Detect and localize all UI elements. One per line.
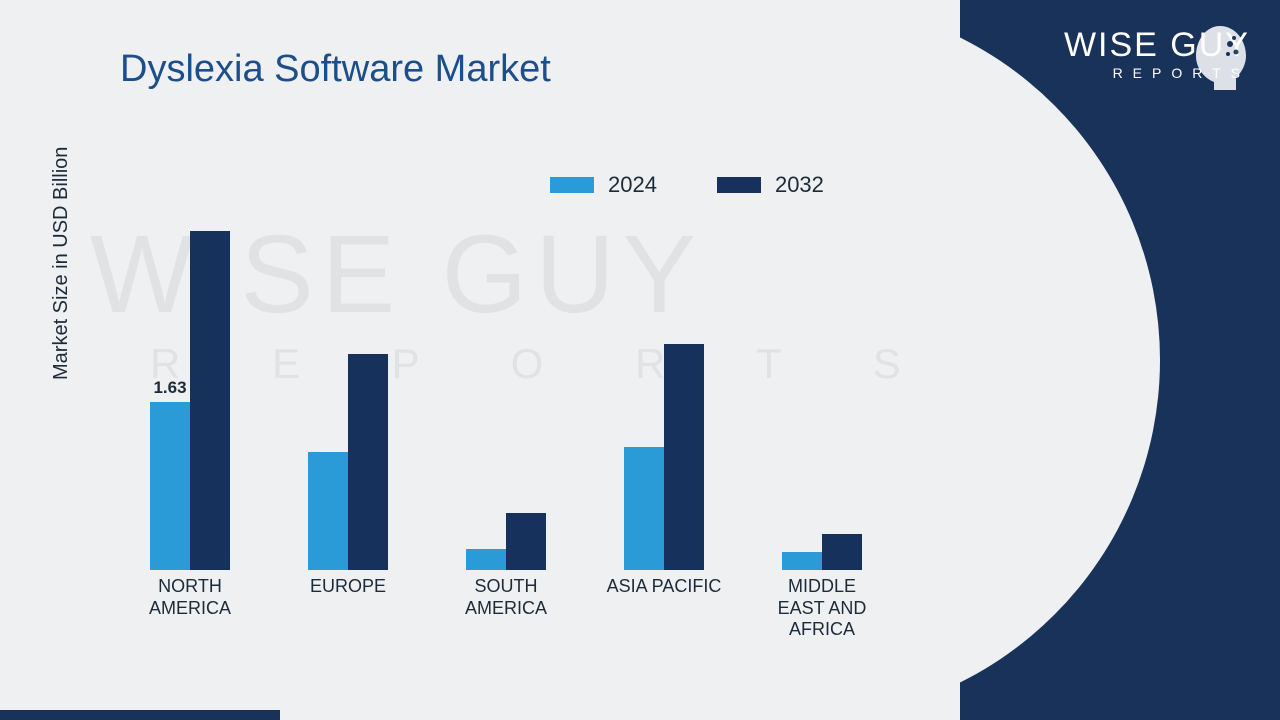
legend-item-2024: 2024 bbox=[550, 172, 657, 198]
x-axis-category-label: MIDDLE EAST AND AFRICA bbox=[762, 576, 882, 641]
bar-series-a bbox=[308, 452, 348, 570]
plot-region: 1.63 bbox=[130, 210, 920, 570]
head-silhouette-icon bbox=[1190, 24, 1250, 94]
brand-logo: WISE GUY REPORTS bbox=[1064, 28, 1250, 80]
legend-label: 2024 bbox=[608, 172, 657, 198]
legend: 2024 2032 bbox=[550, 172, 824, 198]
legend-swatch bbox=[550, 177, 594, 193]
x-axis-category-label: ASIA PACIFIC bbox=[604, 576, 724, 598]
bar-series-b bbox=[190, 231, 230, 570]
chart-area: Market Size in USD Billion 2024 2032 1.6… bbox=[90, 180, 920, 600]
x-axis-category-label: SOUTH AMERICA bbox=[446, 576, 566, 619]
bar-series-a bbox=[624, 447, 664, 570]
bar-series-b bbox=[822, 534, 862, 570]
x-axis-category-label: NORTH AMERICA bbox=[130, 576, 250, 619]
chart-title: Dyslexia Software Market bbox=[120, 48, 551, 91]
bar-series-b bbox=[664, 344, 704, 570]
legend-item-2032: 2032 bbox=[717, 172, 824, 198]
bar-series-a bbox=[150, 402, 190, 570]
bar-series-a bbox=[782, 552, 822, 571]
bar-series-b bbox=[348, 354, 388, 570]
bar-series-b bbox=[506, 513, 546, 570]
legend-label: 2032 bbox=[775, 172, 824, 198]
legend-swatch bbox=[717, 177, 761, 193]
y-axis-label: Market Size in USD Billion bbox=[50, 147, 73, 380]
bar-series-a bbox=[466, 549, 506, 570]
x-axis-category-label: EUROPE bbox=[288, 576, 408, 598]
decorative-bottom-bar bbox=[0, 710, 280, 720]
